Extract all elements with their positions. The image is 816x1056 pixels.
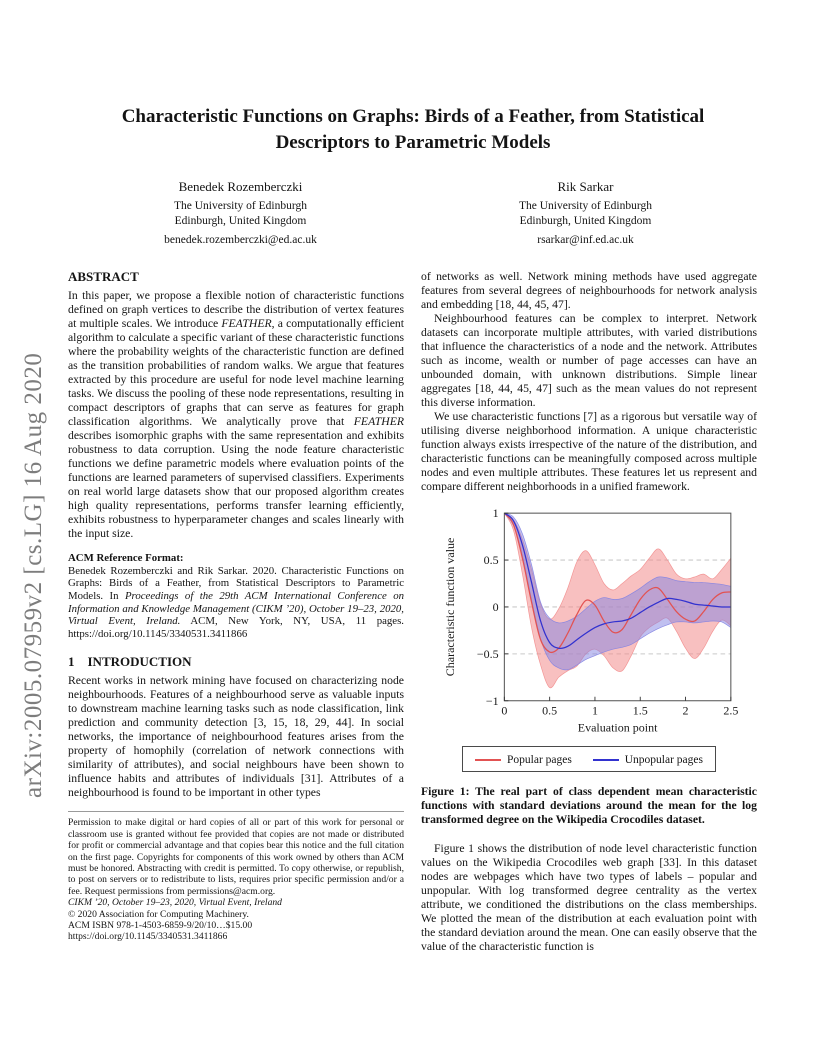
authors-row: Benedek Rozemberczki The University of E… bbox=[68, 179, 758, 248]
author-name: Benedek Rozemberczki bbox=[178, 179, 303, 195]
svg-text:1.5: 1.5 bbox=[633, 703, 648, 717]
footnote-venue: CIKM ’20, October 19–23, 2020, Virtual E… bbox=[68, 897, 282, 909]
introduction-heading: 1 INTRODUCTION bbox=[68, 655, 404, 669]
legend-line-popular-icon bbox=[475, 759, 502, 762]
legend-line-unpopular-icon bbox=[592, 759, 619, 762]
section-number: 1 bbox=[68, 654, 75, 670]
author-email-link[interactable]: benedek.rozemberczki@ed.ac.uk bbox=[164, 233, 317, 246]
acm-ref-text: Benedek Rozemberczki and Rik Sarkar. 202… bbox=[68, 564, 405, 640]
legend-label-popular: Popular pages bbox=[507, 754, 572, 767]
footnote-block: Permission to make digital or hard copie… bbox=[68, 811, 404, 942]
figure-caption: Figure 1: The real part of class depende… bbox=[421, 785, 757, 827]
svg-text:0.5: 0.5 bbox=[542, 703, 557, 717]
left-column: ABSTRACT In this paper, we propose a fle… bbox=[68, 268, 405, 954]
page-title: Characteristic Functions on Graphs: Bird… bbox=[121, 106, 705, 153]
svg-text:−0.5: −0.5 bbox=[477, 647, 499, 661]
body-paragraph-2: Neighbourhood features can be complex to… bbox=[421, 311, 757, 409]
author-email-link[interactable]: rsarkar@inf.ed.ac.uk bbox=[537, 233, 634, 246]
legend-item-unpopular: Unpopular pages bbox=[592, 753, 703, 767]
author-block-2: Rik Sarkar The University of Edinburgh E… bbox=[413, 179, 758, 248]
figure-legend: Popular pages Unpopular pages bbox=[462, 746, 716, 773]
figure-1: 0 0.5 1 1.5 2 2.5 1 0.5 0 −0.5 −1 Evaluation point C… bbox=[431, 504, 747, 773]
author-block-1: Benedek Rozemberczki The University of E… bbox=[68, 179, 413, 248]
author-location: Edinburgh, United Kingdom bbox=[519, 215, 652, 228]
svg-text:2: 2 bbox=[683, 703, 689, 717]
abstract-heading: ABSTRACT bbox=[68, 268, 139, 284]
svg-text:−1: −1 bbox=[486, 694, 499, 708]
paper-content: Characteristic Functions on Graphs: Bird… bbox=[68, 104, 758, 954]
two-column-body: ABSTRACT In this paper, we propose a fle… bbox=[68, 268, 758, 954]
arxiv-stamp: arXiv:2005.07959v2 [cs.LG] 16 Aug 2020 bbox=[20, 352, 47, 798]
footnote-isbn: ACM ISBN 978-1-4503-6859-9/20/10…$15.00 bbox=[68, 920, 253, 932]
svg-text:Characteristic function value: Characteristic function value bbox=[443, 537, 457, 676]
author-affiliation: The University of Edinburgh bbox=[174, 200, 307, 213]
section-title: INTRODUCTION bbox=[87, 654, 192, 670]
introduction-paragraph: Recent works in network mining have focu… bbox=[68, 674, 404, 800]
abstract-text: In this paper, we propose a flexible not… bbox=[68, 288, 404, 540]
author-affiliation: The University of Edinburgh bbox=[519, 200, 652, 213]
footnote-copyright: © 2020 Association for Computing Machine… bbox=[68, 908, 249, 920]
legend-item-popular: Popular pages bbox=[475, 753, 572, 767]
svg-text:0: 0 bbox=[493, 600, 499, 614]
body-paragraph-4: Figure 1 shows the distribution of node … bbox=[421, 841, 757, 953]
svg-text:0.5: 0.5 bbox=[484, 553, 499, 567]
svg-text:2.5: 2.5 bbox=[723, 703, 738, 717]
author-name: Rik Sarkar bbox=[557, 179, 614, 195]
svg-text:1: 1 bbox=[592, 703, 598, 717]
author-location: Edinburgh, United Kingdom bbox=[174, 215, 307, 228]
right-column: of networks as well. Network mining meth… bbox=[421, 270, 757, 954]
svg-text:1: 1 bbox=[493, 506, 499, 520]
footnote-doi-link[interactable]: https://doi.org/10.1145/3340531.3411866 bbox=[68, 931, 228, 943]
acm-ref-heading: ACM Reference Format: bbox=[68, 551, 184, 564]
figure-chart: 0 0.5 1 1.5 2 2.5 1 0.5 0 −0.5 −1 Evaluation point C… bbox=[443, 506, 738, 734]
footnote-permission: Permission to make digital or hard copie… bbox=[68, 817, 404, 897]
svg-text:Evaluation point: Evaluation point bbox=[578, 720, 658, 734]
body-paragraph-3: We use characteristic functions [7] as a… bbox=[421, 409, 757, 493]
svg-text:0: 0 bbox=[501, 703, 507, 717]
legend-label-unpopular: Unpopular pages bbox=[624, 754, 703, 767]
body-paragraph-1: of networks as well. Network mining meth… bbox=[421, 269, 757, 311]
